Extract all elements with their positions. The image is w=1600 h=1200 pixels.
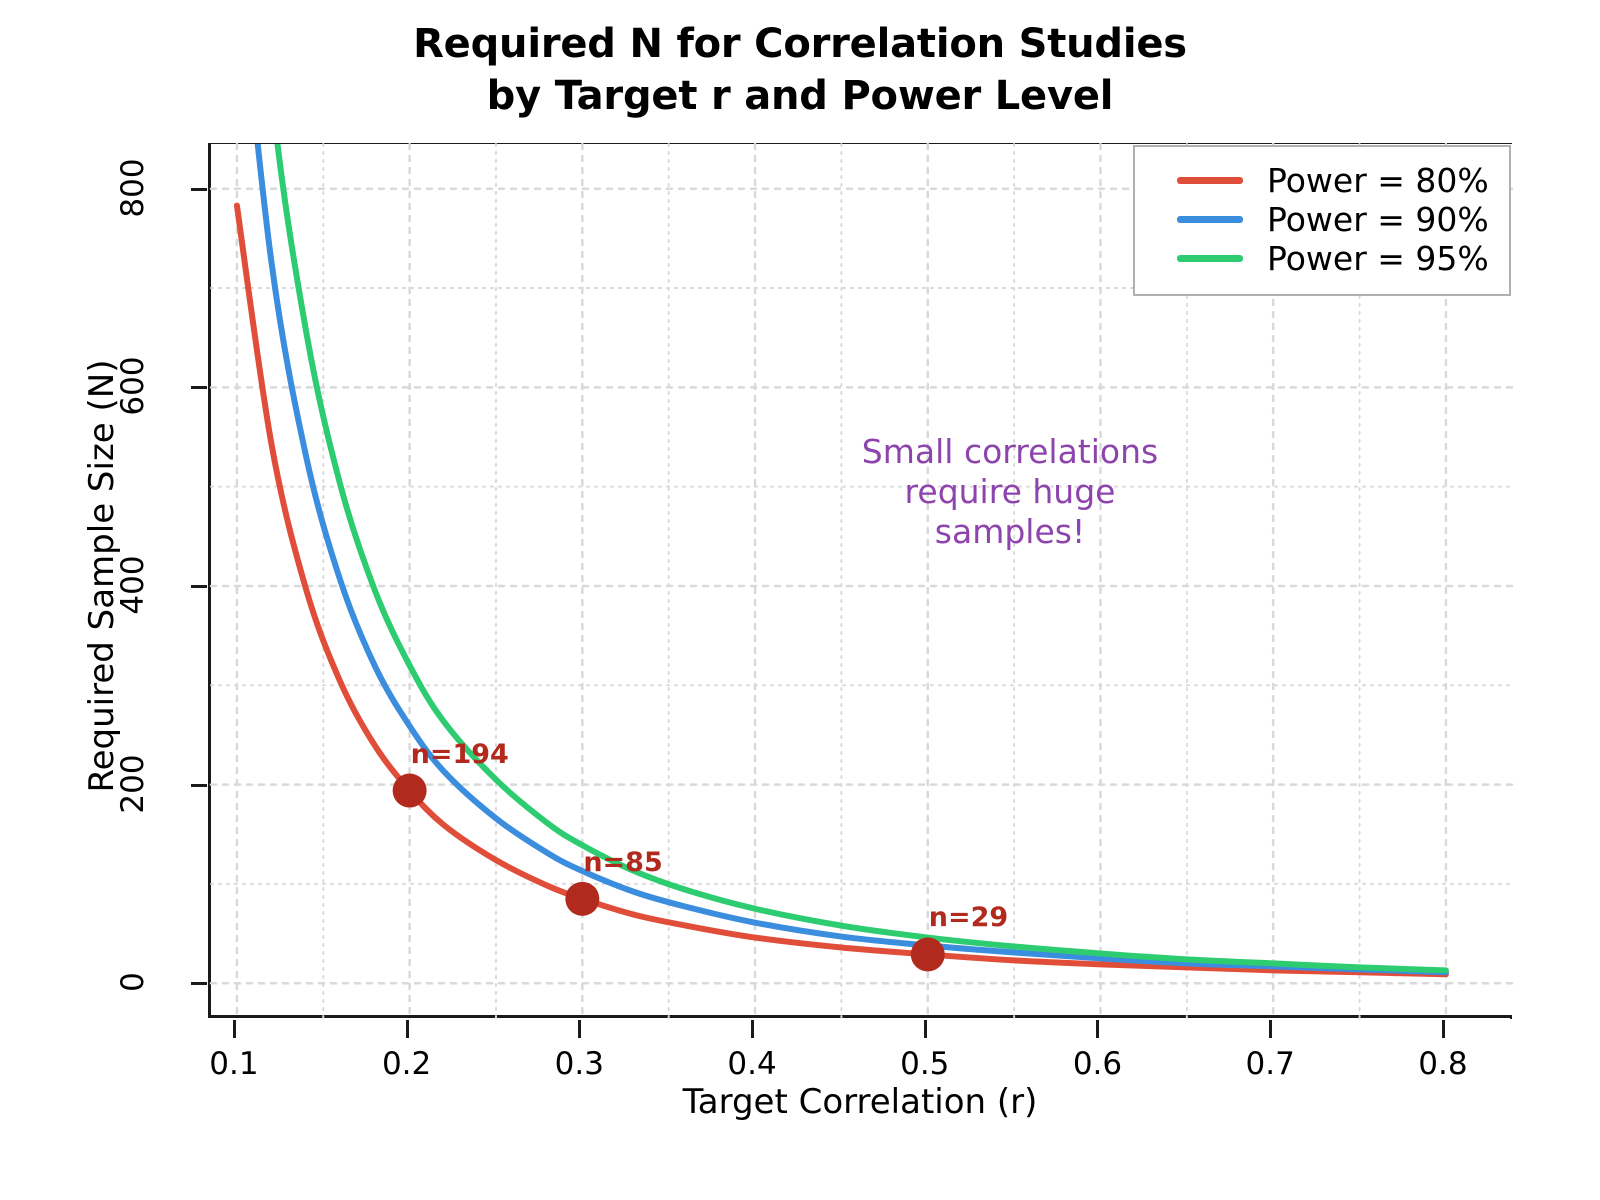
x-tick-label-5: 0.6: [1072, 1046, 1123, 1082]
legend-label-power-80: Power = 80%: [1267, 161, 1489, 200]
y-tick-label-4: 800: [115, 158, 151, 218]
gridlines: [209, 142, 1517, 1020]
x-tick-mark-5: [1096, 1020, 1100, 1038]
y-tick-mark-4: [191, 187, 207, 191]
x-tick-label-2: 0.3: [554, 1046, 604, 1082]
y-tick-mark-0: [191, 982, 207, 986]
y-tick-mark-2: [191, 584, 207, 588]
chart-title-line-2: by Target r and Power Level: [486, 73, 1114, 119]
x-tick-label-7: 0.8: [1418, 1046, 1468, 1082]
x-tick-label-1: 0.2: [381, 1046, 432, 1082]
legend-swatch-power-90: [1177, 216, 1243, 223]
point-label-0: n=194: [410, 738, 509, 770]
plot-area: [208, 142, 1517, 1020]
chart-title-line-1: Required N for Correlation Studies: [413, 21, 1187, 67]
chart-annotation: Small correlations require huge samples!: [830, 432, 1190, 552]
y-tick-label-0: 0: [115, 972, 151, 993]
legend-item-power-90: Power = 90%: [1135, 200, 1509, 239]
legend-swatch-power-80: [1177, 177, 1243, 184]
point-label-2: n=29: [928, 902, 1009, 934]
point-label-1: n=85: [583, 846, 663, 878]
legend-label-power-90: Power = 90%: [1267, 200, 1489, 239]
x-tick-mark-7: [1441, 1020, 1445, 1038]
x-tick-mark-6: [1269, 1020, 1273, 1038]
x-tick-label-3: 0.4: [727, 1046, 777, 1082]
x-tick-label-6: 0.7: [1245, 1046, 1295, 1082]
y-tick-mark-1: [191, 783, 207, 787]
x-tick-mark-3: [751, 1020, 755, 1038]
data-curves: [233, 144, 1449, 978]
x-tick-mark-4: [923, 1020, 927, 1038]
y-axis-label: Required Sample Size (N): [82, 359, 122, 793]
x-axis-label: Target Correlation (r): [682, 1082, 1038, 1122]
x-tick-mark-2: [578, 1020, 582, 1038]
chart-title: Required N for Correlation Studies by Ta…: [0, 18, 1600, 122]
x-tick-label-0: 0.1: [209, 1046, 259, 1082]
legend: Power = 80% Power = 90% Power = 95%: [1133, 145, 1511, 296]
x-tick-mark-1: [405, 1020, 409, 1038]
legend-item-power-95: Power = 95%: [1135, 239, 1509, 278]
legend-item-power-80: Power = 80%: [1135, 161, 1509, 200]
annotation-line-2: require huge samples!: [904, 472, 1116, 551]
x-tick-label-4: 0.5: [900, 1046, 950, 1082]
legend-swatch-power-95: [1177, 255, 1243, 262]
legend-label-power-95: Power = 95%: [1267, 239, 1489, 278]
x-tick-mark-0: [232, 1020, 236, 1038]
y-tick-mark-3: [191, 386, 207, 390]
annotation-line-1: Small correlations: [861, 432, 1159, 471]
